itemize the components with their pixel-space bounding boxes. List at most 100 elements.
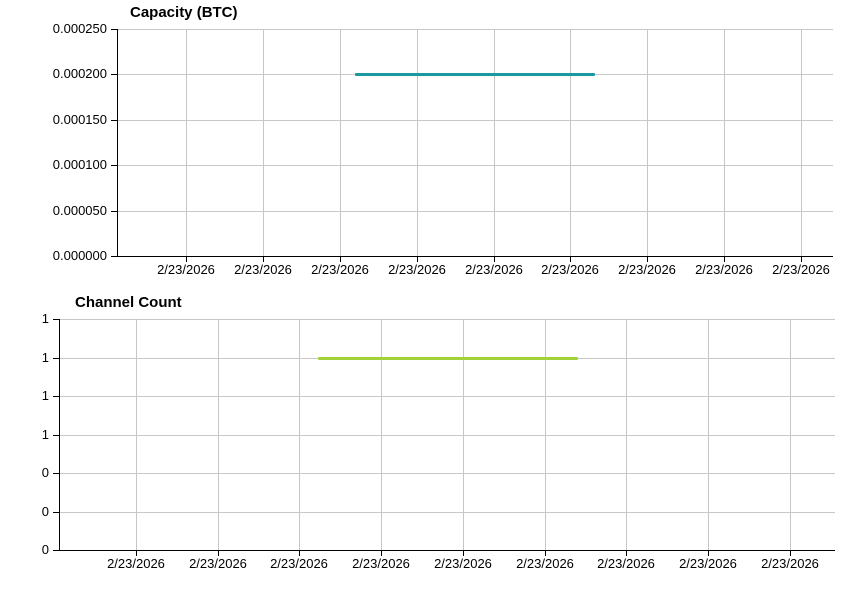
channel-count-x-tick-label: 2/23/2026 — [434, 556, 492, 571]
channel-count-x-tick — [545, 550, 546, 556]
capacity-y-gridline — [117, 165, 833, 166]
capacity-x-gridline — [494, 29, 495, 257]
capacity-x-tick — [494, 256, 495, 262]
channel-count-y-tick — [53, 512, 59, 513]
capacity-y-tick — [111, 120, 117, 121]
capacity-x-tick — [340, 256, 341, 262]
capacity-x-tick-label: 2/23/2026 — [541, 262, 599, 277]
capacity-y-axis — [117, 29, 118, 257]
channel-count-x-tick-label: 2/23/2026 — [679, 556, 737, 571]
channel-count-y-tick — [53, 396, 59, 397]
channel-count-y-tick — [53, 358, 59, 359]
capacity-x-tick — [801, 256, 802, 262]
channel-count-y-tick-label: 0 — [41, 465, 49, 480]
channel-count-x-axis — [59, 550, 835, 551]
channel-count-x-tick-label: 2/23/2026 — [189, 556, 247, 571]
channel-count-y-gridline — [59, 396, 835, 397]
capacity-x-gridline — [570, 29, 571, 257]
capacity-chart-title: Capacity (BTC) — [130, 4, 238, 21]
channel-count-y-tick-label: 1 — [41, 311, 49, 326]
capacity-x-tick — [263, 256, 264, 262]
channel-count-x-tick-label: 2/23/2026 — [352, 556, 410, 571]
channel-count-chart-title: Channel Count — [75, 294, 182, 311]
channel-count-x-tick — [463, 550, 464, 556]
channel-count-y-tick — [53, 473, 59, 474]
capacity-x-gridline — [724, 29, 725, 257]
capacity-y-tick-label: 0.000200 — [52, 66, 107, 81]
channel-count-y-tick-label: 1 — [41, 350, 49, 365]
capacity-x-tick — [417, 256, 418, 262]
channel-count-chart: Channel Count 1 1 1 1 0 0 0 2/23/2026 2/23/2026 2… — [0, 290, 860, 600]
channel-count-x-tick-label: 2/23/2026 — [107, 556, 165, 571]
channel-count-y-tick-label: 1 — [41, 388, 49, 403]
channel-count-y-tick-label: 1 — [41, 427, 49, 442]
channel-count-x-tick — [626, 550, 627, 556]
channel-count-x-tick-label: 2/23/2026 — [597, 556, 655, 571]
capacity-x-tick-label: 2/23/2026 — [311, 262, 369, 277]
channel-count-x-gridline — [381, 319, 382, 551]
capacity-y-tick — [111, 165, 117, 166]
channel-count-x-tick — [136, 550, 137, 556]
channel-count-y-axis — [59, 319, 60, 551]
channel-count-y-tick-label: 0 — [41, 504, 49, 519]
channel-count-y-tick-label: 0 — [41, 542, 49, 557]
channel-count-x-tick-label: 2/23/2026 — [270, 556, 328, 571]
channel-count-y-gridline — [59, 319, 835, 320]
channel-count-y-tick — [53, 550, 59, 551]
capacity-x-gridline — [647, 29, 648, 257]
channel-count-x-tick — [708, 550, 709, 556]
capacity-y-gridline — [117, 211, 833, 212]
capacity-x-tick-label: 2/23/2026 — [618, 262, 676, 277]
channel-count-x-tick-label: 2/23/2026 — [516, 556, 574, 571]
channel-count-y-gridline — [59, 473, 835, 474]
channel-count-x-tick — [299, 550, 300, 556]
capacity-x-tick — [186, 256, 187, 262]
channel-count-y-gridline — [59, 512, 835, 513]
channel-count-x-tick — [790, 550, 791, 556]
channel-count-x-gridline — [299, 319, 300, 551]
capacity-x-tick — [647, 256, 648, 262]
channel-count-x-gridline — [545, 319, 546, 551]
capacity-x-gridline — [801, 29, 802, 257]
capacity-y-tick — [111, 211, 117, 212]
capacity-x-tick — [724, 256, 725, 262]
capacity-x-tick-label: 2/23/2026 — [772, 262, 830, 277]
capacity-y-tick — [111, 256, 117, 257]
channel-count-x-tick-label: 2/23/2026 — [761, 556, 819, 571]
channel-count-x-tick — [381, 550, 382, 556]
channel-count-x-gridline — [463, 319, 464, 551]
capacity-y-tick — [111, 74, 117, 75]
channel-count-y-tick — [53, 435, 59, 436]
capacity-x-tick-label: 2/23/2026 — [234, 262, 292, 277]
channel-count-y-tick — [53, 319, 59, 320]
capacity-y-tick-label: 0.000050 — [52, 203, 107, 218]
capacity-y-tick-label: 0.000250 — [52, 21, 107, 36]
capacity-y-tick-label: 0.000150 — [52, 112, 107, 127]
channel-count-x-gridline — [218, 319, 219, 551]
capacity-plot-area: 0.000250 0.000200 0.000150 0.000100 0.000050… — [53, 21, 833, 277]
capacity-x-gridline — [417, 29, 418, 257]
capacity-x-tick — [570, 256, 571, 262]
capacity-y-tick-label: 0.000100 — [52, 157, 107, 172]
capacity-series-line — [355, 73, 595, 76]
channel-count-x-tick — [218, 550, 219, 556]
channel-count-plot-area: 1 1 1 1 0 0 0 2/23/2026 2/23/2026 2/23/2026 2/23/2… — [42, 311, 835, 571]
channel-count-series-line — [318, 357, 578, 360]
capacity-y-gridline — [117, 29, 833, 30]
channel-count-x-gridline — [790, 319, 791, 551]
channel-count-y-gridline — [59, 435, 835, 436]
channel-count-x-gridline — [626, 319, 627, 551]
capacity-x-gridline — [186, 29, 187, 257]
capacity-x-tick-label: 2/23/2026 — [695, 262, 753, 277]
capacity-x-tick-label: 2/23/2026 — [157, 262, 215, 277]
channel-count-x-gridline — [136, 319, 137, 551]
capacity-y-tick — [111, 29, 117, 30]
capacity-x-axis — [117, 256, 833, 257]
capacity-y-tick-label: 0.000000 — [52, 248, 107, 263]
capacity-y-gridline — [117, 120, 833, 121]
capacity-x-gridline — [263, 29, 264, 257]
capacity-chart: Capacity (BTC) 0.000250 0.000200 0.000150 0… — [0, 0, 860, 290]
capacity-x-gridline — [340, 29, 341, 257]
channel-count-x-gridline — [708, 319, 709, 551]
